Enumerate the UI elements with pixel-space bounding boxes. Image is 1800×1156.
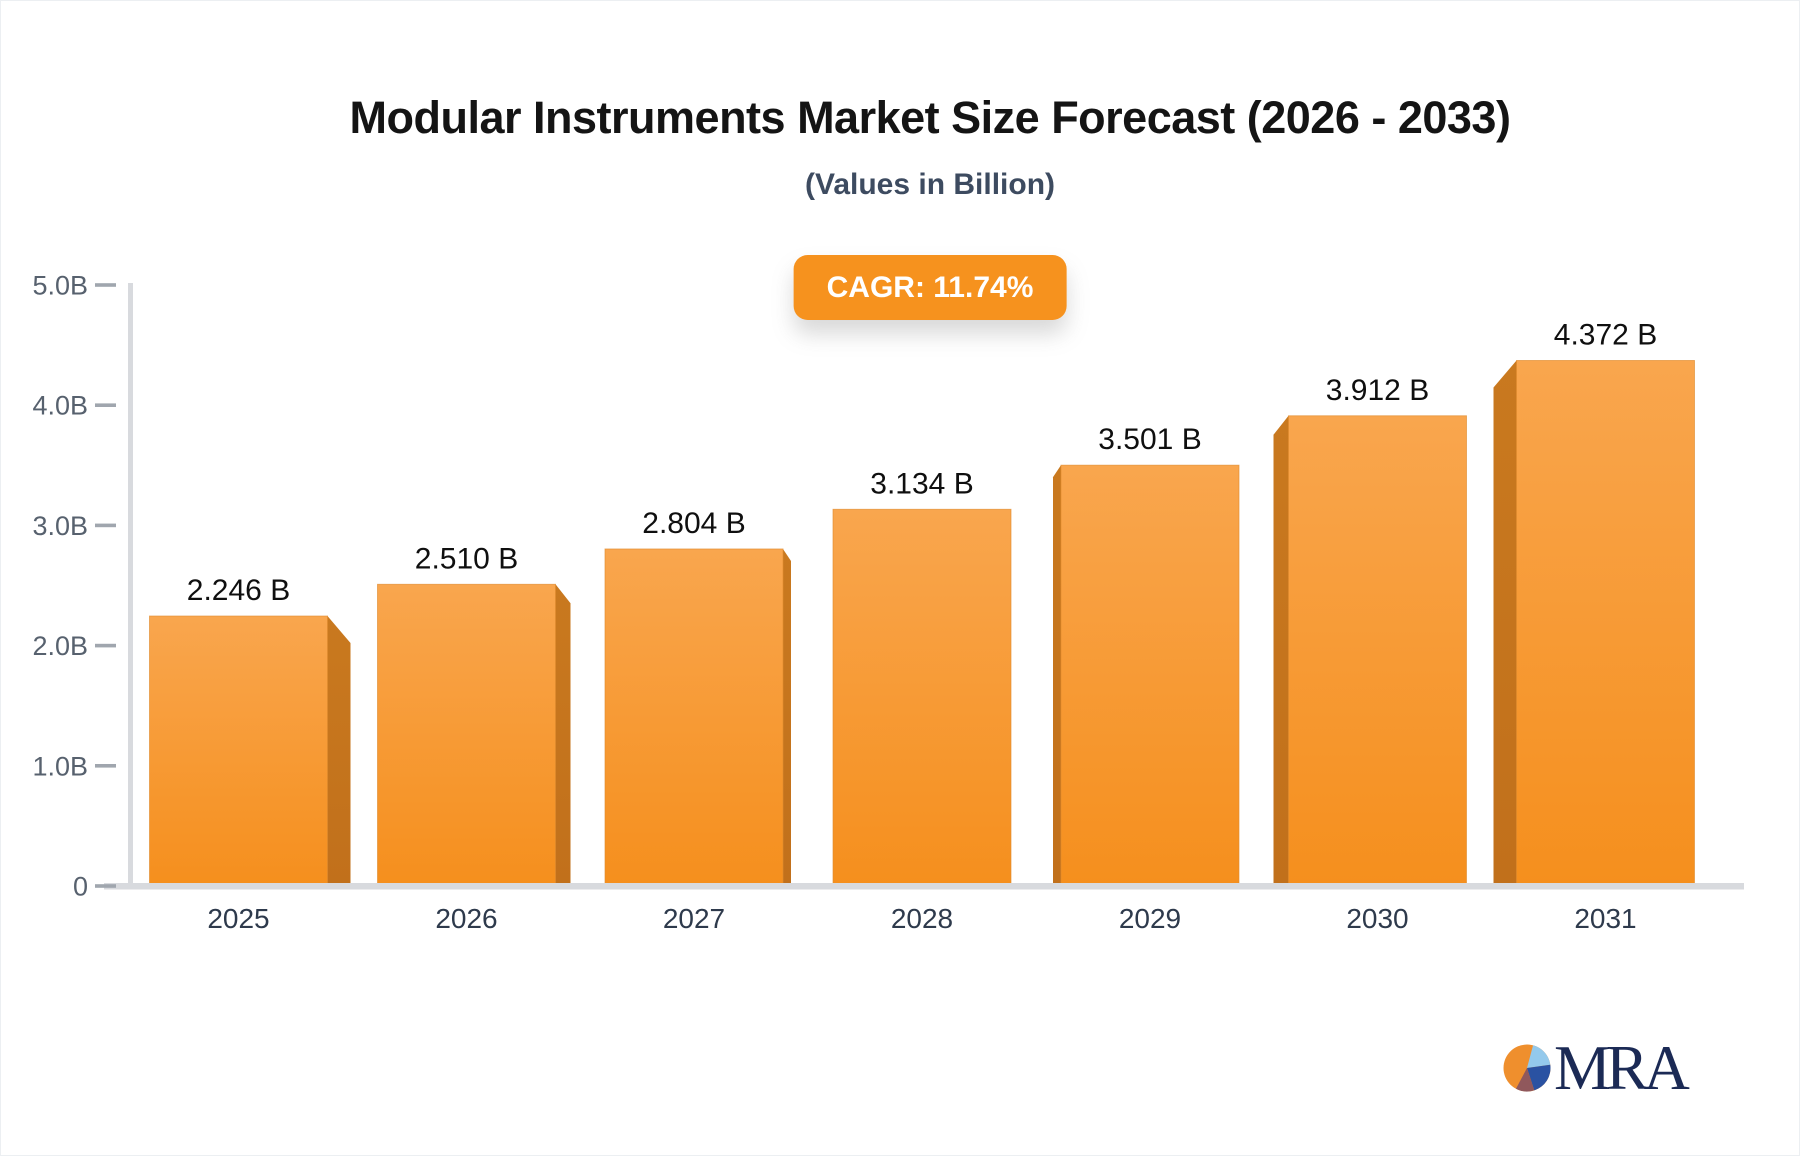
bar bbox=[377, 583, 556, 887]
x-tick-label: 2028 bbox=[891, 903, 953, 934]
bar-group-2031: 4.372 B 2031 bbox=[1493, 318, 1695, 934]
pie-slice-light-blue bbox=[1527, 1045, 1551, 1068]
value-label: 4.372 B bbox=[1554, 318, 1657, 351]
bar-group-2025: 2.246 B 2025 bbox=[149, 574, 351, 934]
bar-side-face bbox=[555, 584, 571, 886]
y-tick-dash bbox=[95, 283, 116, 287]
y-tick-label: 3.0B bbox=[32, 511, 88, 541]
y-tick-label: 0 bbox=[73, 872, 88, 902]
y-tick-label: 4.0B bbox=[32, 391, 88, 421]
x-tick-label: 2030 bbox=[1346, 903, 1408, 934]
y-tick-label: 5.0B bbox=[32, 271, 88, 301]
value-label: 3.501 B bbox=[1098, 423, 1201, 456]
bar-side-face bbox=[327, 616, 351, 886]
bar bbox=[1288, 415, 1467, 887]
x-tick-label: 2031 bbox=[1574, 903, 1636, 934]
bar-side-face bbox=[1053, 465, 1061, 886]
x-tick-label: 2025 bbox=[207, 903, 269, 934]
x-tick-label: 2027 bbox=[663, 903, 725, 934]
bar-group-2030: 3.912 B 2030 bbox=[1273, 374, 1467, 934]
y-tick-dash bbox=[95, 884, 116, 888]
bar-group-2027: 2.804 B 2027 bbox=[604, 507, 791, 934]
y-tick-dash bbox=[95, 764, 116, 768]
cagr-badge: CAGR: 11.74% bbox=[793, 255, 1067, 320]
bar-group-2026: 2.510 B 2026 bbox=[377, 542, 571, 934]
y-tick-label: 1.0B bbox=[32, 751, 88, 781]
y-tick-dash bbox=[95, 643, 116, 648]
x-tick-label: 2029 bbox=[1119, 903, 1181, 934]
brand-logo: MRA bbox=[1502, 1032, 1690, 1103]
value-label: 3.134 B bbox=[870, 467, 973, 500]
pie-logo-icon bbox=[1503, 1044, 1551, 1092]
brand-logo-text: MRA bbox=[1554, 1032, 1690, 1103]
bar-group-2028: 3.134 B 2028 bbox=[832, 467, 1012, 934]
value-label: 2.510 B bbox=[415, 542, 518, 575]
y-tick-dash bbox=[95, 523, 116, 528]
bar-side-face bbox=[783, 548, 791, 886]
cagr-badge-label: CAGR: 11.74% bbox=[826, 270, 1034, 304]
bar bbox=[1060, 464, 1240, 887]
x-tick-label: 2026 bbox=[435, 903, 497, 934]
chart-subtitle: (Values in Billion) bbox=[804, 168, 1056, 201]
y-axis-line bbox=[128, 283, 133, 889]
bar bbox=[604, 548, 784, 887]
y-tick-label: 2.0B bbox=[32, 631, 88, 661]
value-label: 2.246 B bbox=[187, 574, 290, 607]
bar-group-2029: 3.501 B 2029 bbox=[1053, 423, 1240, 934]
pie-slice-maroon bbox=[1515, 1068, 1535, 1092]
y-tick-dash bbox=[95, 403, 116, 407]
bar-side-face bbox=[1493, 360, 1517, 886]
bar bbox=[1516, 360, 1695, 887]
bar-side-face bbox=[1273, 415, 1289, 886]
value-label: 2.804 B bbox=[642, 507, 745, 540]
bar bbox=[149, 615, 328, 887]
value-label: 3.912 B bbox=[1326, 374, 1429, 407]
x-axis-line bbox=[104, 883, 1744, 890]
pie-slice-dark-blue bbox=[1527, 1064, 1551, 1091]
bar bbox=[832, 508, 1012, 887]
chart-title: Modular Instruments Market Size Forecast… bbox=[349, 92, 1511, 143]
